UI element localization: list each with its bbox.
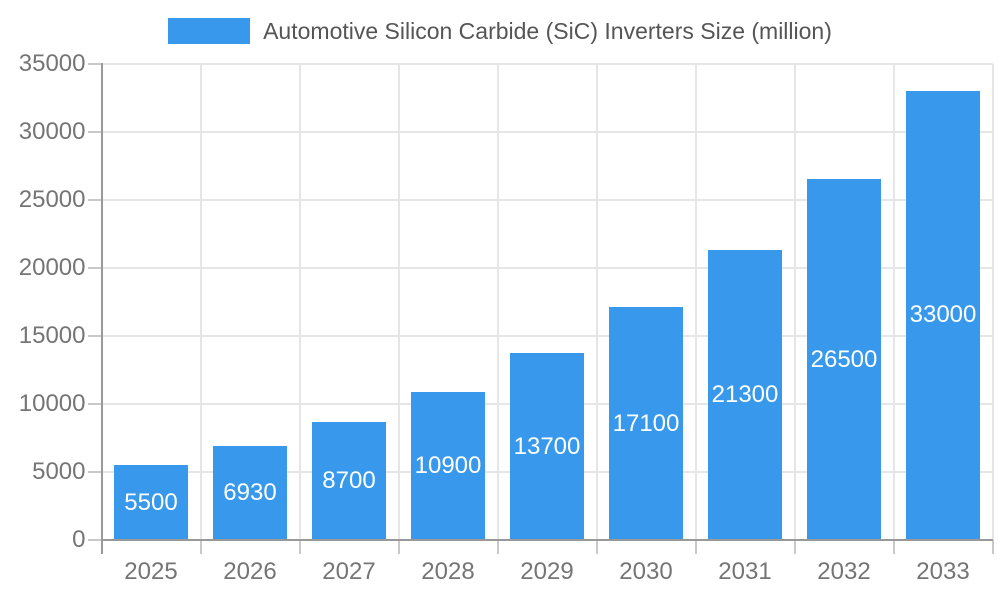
y-tick-label: 25000 xyxy=(18,185,86,213)
bar: 5500 xyxy=(114,465,188,540)
x-tick-label: 2028 xyxy=(421,558,475,585)
y-tick-label: 30000 xyxy=(18,117,86,145)
x-tick-mark xyxy=(694,540,697,554)
x-tick-label: 2032 xyxy=(817,558,871,585)
bar-value-label: 26500 xyxy=(810,345,878,373)
x-gridline xyxy=(892,63,895,540)
x-tick-label: 2033 xyxy=(916,558,970,585)
x-gridline xyxy=(694,63,697,540)
bar-value-label: 33000 xyxy=(909,301,977,329)
x-tick-mark xyxy=(199,540,202,554)
y-tick-mark xyxy=(87,266,102,269)
x-tick-mark xyxy=(496,540,499,554)
bar: 8700 xyxy=(312,421,386,540)
x-tick-mark xyxy=(298,540,301,554)
y-tick-mark xyxy=(87,402,102,405)
y-tick-mark xyxy=(87,62,102,65)
bar: 33000 xyxy=(906,90,980,540)
y-gridline xyxy=(101,198,993,201)
x-gridline xyxy=(199,63,202,540)
x-gridline xyxy=(991,63,994,540)
x-tick-label: 2026 xyxy=(223,558,277,585)
bar: 21300 xyxy=(708,250,782,540)
x-gridline xyxy=(496,63,499,540)
x-gridline xyxy=(397,63,400,540)
x-axis-line xyxy=(100,539,993,541)
y-gridline xyxy=(101,266,993,269)
x-gridline xyxy=(793,63,796,540)
y-tick-mark xyxy=(87,130,102,133)
bar: 13700 xyxy=(510,353,584,540)
x-tick-label: 2030 xyxy=(619,558,673,585)
y-tick-mark xyxy=(87,470,102,473)
legend: Automotive Silicon Carbide (SiC) Inverte… xyxy=(0,17,1000,45)
y-tick-label: 5000 xyxy=(32,457,86,485)
bar: 17100 xyxy=(609,307,683,540)
bar-value-label: 8700 xyxy=(322,466,376,494)
x-tick-mark xyxy=(397,540,400,554)
y-tick-label: 0 xyxy=(72,526,86,553)
bar-value-label: 10900 xyxy=(414,451,482,479)
y-tick-label: 35000 xyxy=(18,49,86,77)
bar: 10900 xyxy=(411,391,485,540)
y-tick-label: 10000 xyxy=(18,389,86,417)
y-gridline xyxy=(101,130,993,133)
x-tick-label: 2029 xyxy=(520,558,574,585)
bar-value-label: 6930 xyxy=(223,478,277,506)
legend-label: Automotive Silicon Carbide (SiC) Inverte… xyxy=(263,17,832,44)
x-tick-label: 2027 xyxy=(322,558,376,585)
x-tick-mark xyxy=(595,540,598,554)
bar: 26500 xyxy=(807,179,881,540)
x-gridline xyxy=(298,63,301,540)
x-tick-label: 2031 xyxy=(718,558,772,585)
y-tick-label: 15000 xyxy=(18,321,86,349)
bar-value-label: 13700 xyxy=(513,432,581,460)
legend-swatch xyxy=(168,18,251,44)
y-tick-mark xyxy=(87,334,102,337)
bar: 6930 xyxy=(213,445,287,540)
x-tick-mark xyxy=(892,540,895,554)
bar-value-label: 21300 xyxy=(711,381,779,408)
y-tick-mark xyxy=(87,198,102,201)
x-gridline xyxy=(595,63,598,540)
x-tick-mark xyxy=(793,540,796,554)
y-tick-mark xyxy=(87,539,102,541)
bar-value-label: 17100 xyxy=(612,409,680,437)
x-tick-label: 2025 xyxy=(124,558,178,585)
bar-value-label: 5500 xyxy=(124,488,178,516)
y-gridline xyxy=(101,334,993,337)
y-tick-label: 20000 xyxy=(18,253,86,281)
y-axis-line xyxy=(100,62,103,554)
x-tick-mark xyxy=(991,540,994,554)
y-gridline xyxy=(101,62,993,65)
